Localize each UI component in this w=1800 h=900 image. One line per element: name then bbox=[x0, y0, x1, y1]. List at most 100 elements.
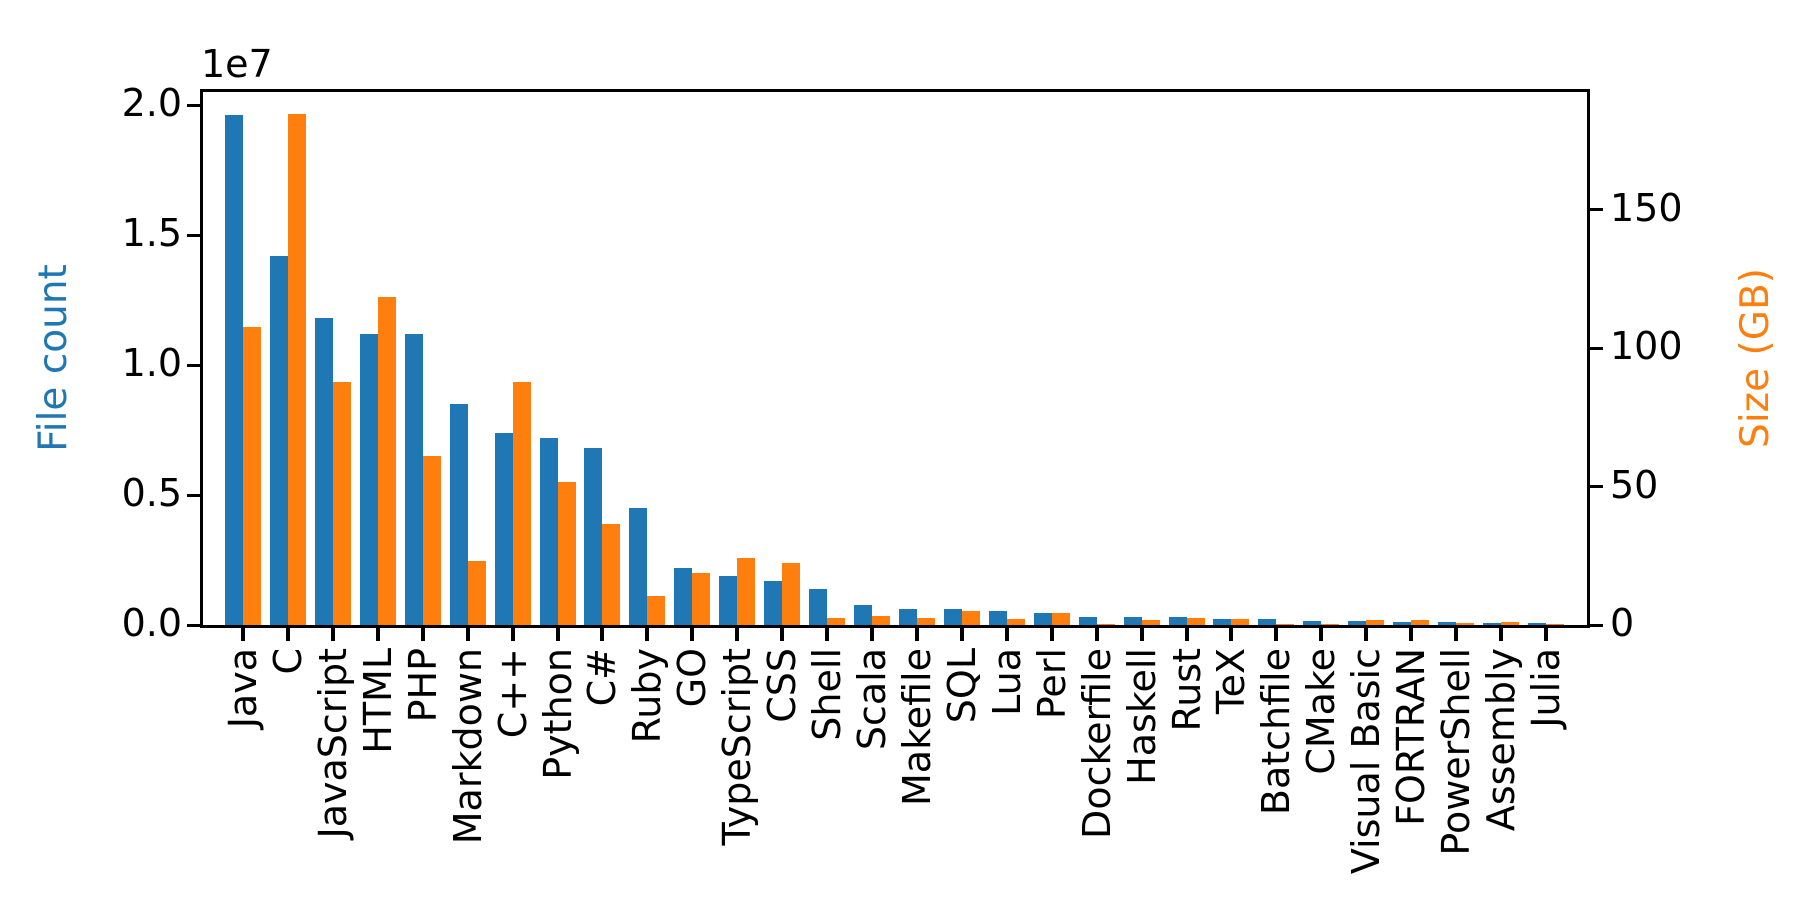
file-count-bar bbox=[1483, 623, 1502, 625]
size-bar bbox=[1366, 620, 1385, 625]
y-axis-offset-text: 1e7 bbox=[201, 42, 273, 86]
size-bar bbox=[1141, 620, 1160, 625]
left-y-tick-label: 0.0 bbox=[121, 601, 182, 646]
x-tick-label: HTML bbox=[355, 648, 400, 754]
size-bar bbox=[872, 616, 891, 625]
x-tick-label: C# bbox=[580, 648, 625, 707]
x-tick bbox=[285, 628, 290, 641]
x-tick bbox=[330, 628, 335, 641]
file-count-bar bbox=[1213, 619, 1232, 625]
x-tick bbox=[735, 628, 740, 641]
size-bar bbox=[243, 327, 261, 625]
file-count-bar bbox=[494, 433, 513, 625]
file-count-bar bbox=[584, 448, 603, 625]
x-tick bbox=[1139, 628, 1144, 641]
left-y-tick bbox=[187, 363, 200, 367]
x-tick-label: Scala bbox=[850, 648, 895, 751]
file-count-bar bbox=[764, 581, 783, 625]
left-y-tick-label: 0.5 bbox=[121, 471, 182, 516]
x-tick-label: Julia bbox=[1523, 648, 1568, 728]
x-tick-label: CSS bbox=[760, 648, 805, 723]
size-bar bbox=[692, 573, 711, 625]
x-tick bbox=[1004, 628, 1009, 641]
file-count-bar bbox=[629, 508, 648, 625]
x-tick-label: JavaScript bbox=[310, 648, 355, 839]
x-tick bbox=[420, 628, 425, 641]
size-bar bbox=[1006, 619, 1025, 625]
x-tick-label: Shell bbox=[805, 648, 850, 741]
file-count-bar bbox=[898, 609, 917, 625]
size-bar bbox=[782, 563, 801, 625]
x-tick bbox=[1229, 628, 1234, 641]
size-bar bbox=[1501, 622, 1520, 625]
file-count-bar bbox=[1123, 617, 1142, 625]
size-bar bbox=[916, 618, 935, 625]
x-tick bbox=[1319, 628, 1324, 641]
file-count-bar bbox=[314, 318, 333, 625]
file-count-bar bbox=[225, 115, 243, 625]
right-y-tick bbox=[1590, 346, 1603, 350]
size-bar bbox=[1545, 624, 1564, 625]
left-y-tick bbox=[187, 233, 200, 237]
x-tick bbox=[555, 628, 560, 641]
file-count-bar bbox=[1168, 617, 1187, 625]
x-tick-label: Haskell bbox=[1119, 648, 1164, 785]
x-tick bbox=[1543, 628, 1548, 641]
file-count-bar bbox=[988, 611, 1007, 625]
x-tick-label: PHP bbox=[400, 648, 445, 723]
size-bar bbox=[647, 596, 666, 625]
x-tick bbox=[825, 628, 830, 641]
file-count-bar bbox=[674, 568, 693, 625]
x-tick bbox=[1454, 628, 1459, 641]
left-y-tick bbox=[187, 103, 200, 107]
file-count-bar bbox=[1033, 613, 1052, 625]
x-tick bbox=[1499, 628, 1504, 641]
left-y-tick bbox=[187, 493, 200, 497]
file-count-bar bbox=[1527, 623, 1546, 625]
right-y-tick bbox=[1590, 623, 1603, 627]
x-tick-label: TypeScript bbox=[715, 648, 760, 846]
size-bar bbox=[287, 114, 306, 625]
x-tick-label: Assembly bbox=[1479, 648, 1524, 832]
x-tick bbox=[510, 628, 515, 641]
left-y-tick-label: 1.0 bbox=[121, 341, 182, 386]
size-bar bbox=[512, 382, 531, 625]
x-tick-label: SQL bbox=[939, 648, 984, 724]
left-y-tick bbox=[187, 623, 200, 627]
file-count-bar bbox=[404, 334, 423, 625]
right-y-tick-label: 100 bbox=[1610, 324, 1683, 369]
file-count-bar bbox=[943, 609, 962, 625]
x-tick-label: FORTRAN bbox=[1389, 648, 1434, 826]
x-tick bbox=[241, 628, 245, 641]
right-y-tick bbox=[1590, 208, 1603, 212]
x-tick-label: CMake bbox=[1299, 648, 1344, 775]
file-count-bar bbox=[539, 438, 558, 625]
x-tick bbox=[1409, 628, 1414, 641]
x-tick bbox=[1364, 628, 1369, 641]
size-bar bbox=[1051, 613, 1070, 625]
file-count-bar bbox=[1438, 622, 1457, 625]
size-bar bbox=[1456, 623, 1475, 625]
x-tick bbox=[1274, 628, 1279, 641]
x-tick-label: C++ bbox=[490, 648, 535, 739]
x-tick-label: Rust bbox=[1164, 648, 1209, 732]
file-count-bar bbox=[1303, 621, 1322, 625]
right-axis-label: Size (GB) bbox=[1733, 268, 1778, 448]
size-bar bbox=[1231, 619, 1250, 625]
x-tick bbox=[465, 628, 470, 641]
file-count-bar bbox=[1348, 621, 1367, 625]
file-count-bar bbox=[449, 404, 468, 625]
left-y-tick-label: 2.0 bbox=[121, 81, 182, 126]
x-tick bbox=[1094, 628, 1099, 641]
right-y-tick-label: 50 bbox=[1610, 462, 1659, 507]
x-tick-label: Makefile bbox=[894, 648, 939, 806]
size-bar bbox=[422, 456, 441, 625]
x-tick-label: Perl bbox=[1029, 648, 1074, 720]
x-tick bbox=[600, 628, 605, 641]
size-bar bbox=[1276, 624, 1295, 625]
x-tick-label: Lua bbox=[984, 648, 1029, 716]
file-count-bar bbox=[1078, 617, 1097, 625]
x-tick bbox=[690, 628, 695, 641]
x-tick bbox=[375, 628, 380, 641]
